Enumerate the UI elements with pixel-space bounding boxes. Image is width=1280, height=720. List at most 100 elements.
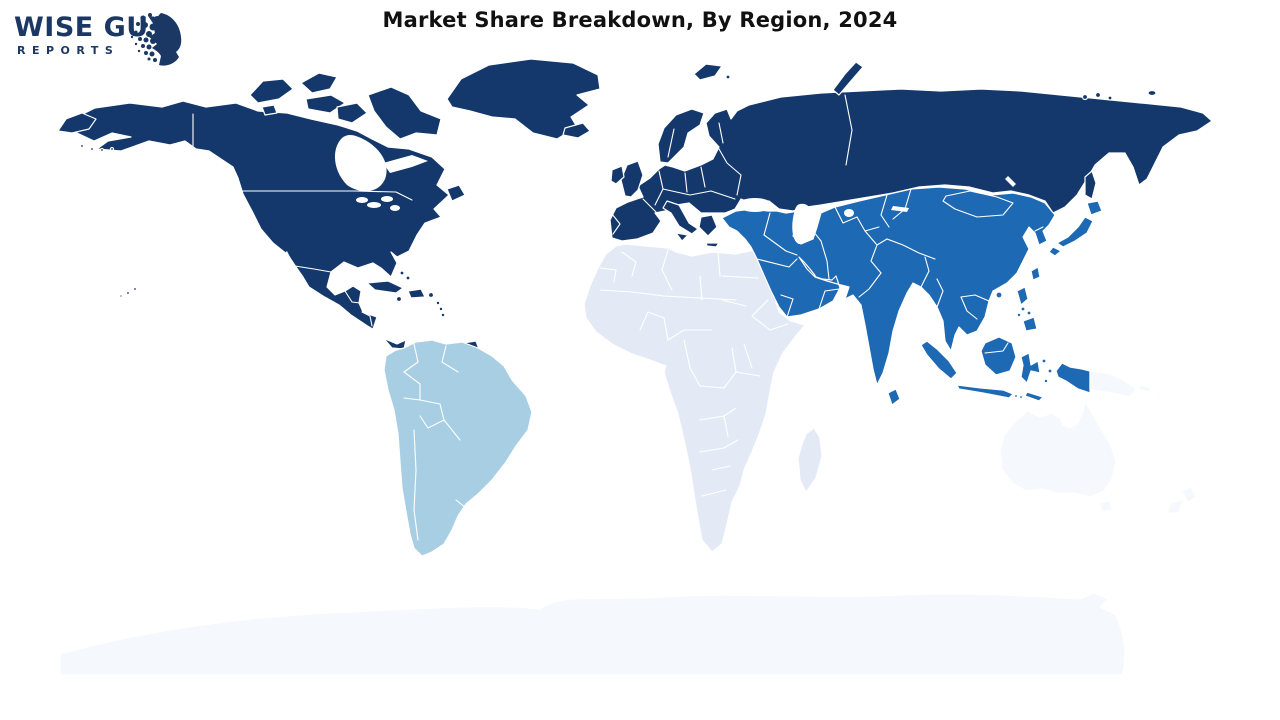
central-america-border: [344, 290, 361, 304]
south-america-border: [403, 371, 421, 401]
logo-subtext: REPORTS: [17, 44, 120, 57]
chart-title: Market Share Breakdown, By Region, 2024: [382, 8, 898, 32]
region-north-america: [74, 58, 601, 350]
lombok: [1018, 394, 1024, 400]
new-britain: [1137, 384, 1152, 393]
arctic-island: [249, 78, 294, 104]
timor: [1024, 391, 1044, 402]
south-america-border: [443, 419, 461, 441]
philippines-islet: [1016, 312, 1022, 318]
africa-border: [701, 489, 727, 497]
africa-border: [661, 249, 673, 291]
new-siberian-island: [1094, 91, 1102, 99]
borneo: [980, 336, 1017, 376]
west-papua: [1055, 362, 1091, 394]
hudson-bay: [334, 135, 387, 192]
jamaica: [395, 295, 403, 303]
antilles: [438, 306, 444, 312]
us-canada-border: [199, 188, 413, 201]
italy: [662, 200, 699, 235]
japan-hokkaido: [1086, 200, 1103, 216]
aral-sea: [844, 209, 854, 217]
region-africa: [583, 243, 823, 553]
central-america-border: [361, 311, 373, 327]
north-america-mainland: [74, 100, 450, 350]
region-south-america: [383, 339, 533, 557]
africa-border: [711, 465, 731, 471]
aleutians: [109, 146, 115, 152]
wise-guy-reports-logo: WISE GUY REPORTS: [12, 6, 202, 68]
japan-honshu: [1056, 216, 1094, 248]
arctic-island: [300, 72, 338, 94]
svalbard: [693, 63, 723, 81]
hawaii: [132, 286, 138, 292]
sri-lanka: [887, 388, 901, 406]
great-britain: [620, 160, 644, 198]
tasmania: [1099, 500, 1113, 513]
central-asia-border: [834, 206, 858, 224]
spain-france-border: [642, 198, 657, 213]
chukotka-west-edge: [57, 112, 97, 134]
arctic-island: [336, 102, 368, 124]
africa-border: [735, 371, 761, 377]
africa-border: [667, 329, 713, 341]
myanmar-border: [920, 256, 930, 288]
great-lake: [367, 202, 381, 208]
hawaii: [125, 290, 131, 296]
africa-border: [683, 339, 737, 389]
laos-border: [960, 294, 990, 302]
alaska-canada-border: [192, 113, 201, 159]
ireland: [610, 165, 625, 185]
madagascar: [797, 427, 823, 493]
south-america-mainland: [383, 339, 533, 557]
south-america-border: [403, 343, 419, 373]
baffin-island: [367, 86, 442, 140]
asia-mainland: [721, 186, 1056, 386]
us-mexico-border: [261, 246, 332, 273]
balkans-border: [710, 190, 736, 200]
new-zealand-south: [1166, 498, 1185, 514]
greece: [698, 214, 718, 237]
lake-balkhash: [891, 206, 909, 212]
philippines-mindanao: [1022, 316, 1038, 332]
crete: [705, 242, 720, 248]
great-lake: [381, 196, 393, 202]
new-siberian-island: [1107, 95, 1113, 101]
papua-new-guinea: [1089, 370, 1137, 398]
africa-border: [599, 289, 737, 301]
region-asia-pacific: [721, 186, 1103, 406]
mongolia-border: [942, 190, 1014, 218]
logo-face-profile: [149, 13, 182, 66]
philippines-islet: [1026, 310, 1032, 316]
russia-west-border: [718, 148, 742, 196]
moluccas: [1047, 368, 1053, 374]
africa-border: [721, 299, 747, 307]
south-america-border: [413, 429, 419, 541]
lake-baikal: [1005, 176, 1016, 187]
sulawesi: [1020, 352, 1041, 384]
hispaniola: [407, 288, 426, 299]
turkey-east-border: [763, 212, 771, 236]
africa-border: [743, 343, 753, 369]
australia: [999, 400, 1117, 498]
philippines-islet: [1020, 306, 1026, 312]
malaysia-indonesia-border: [984, 342, 1009, 354]
new-zealand-north: [1181, 486, 1197, 503]
iraq-iran-border: [763, 234, 798, 256]
aleutians: [79, 143, 85, 149]
solomon-islet: [1161, 400, 1167, 406]
solomon-islet: [1155, 394, 1161, 400]
aleutians: [89, 146, 95, 152]
norway-sweden-border: [667, 128, 675, 158]
africa-border: [699, 275, 703, 301]
africa-border: [751, 299, 789, 331]
caspian-sea: [792, 203, 813, 245]
africa-border: [599, 267, 617, 283]
great-lake: [390, 205, 400, 211]
newfoundland: [446, 184, 466, 202]
region-antarctica: [59, 592, 1126, 676]
sumatra: [920, 340, 958, 380]
new-siberian-island: [1081, 93, 1089, 101]
region-oceania: [999, 370, 1197, 514]
